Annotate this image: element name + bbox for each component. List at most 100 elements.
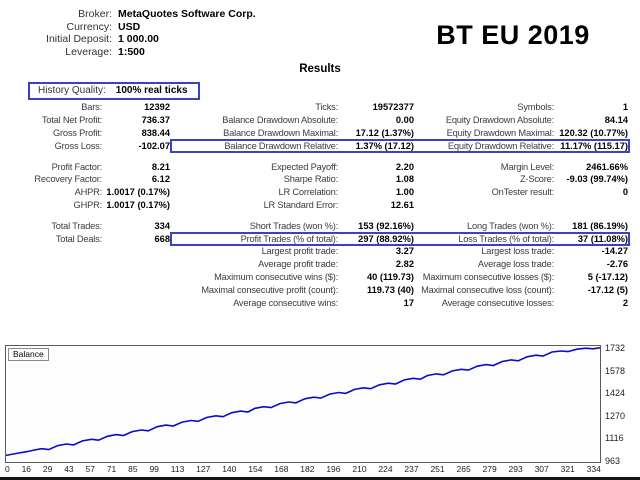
- stat-cell: Expected Payoff: 2.20: [172, 162, 414, 172]
- stat-label: Average consecutive losses:: [441, 297, 554, 308]
- broker-info-row: Broker: MetaQuotes Software Corp.: [0, 8, 640, 21]
- stat-row-mid-right: Short Trades (won %): 153 (92.16%) Long Tr…: [170, 219, 630, 233]
- stat-row-mid-right: Maximum consecutive wins ($): 40 (119.73)…: [170, 270, 630, 284]
- stat-value: -17.12 (5): [587, 284, 628, 295]
- y-axis-tick: 963: [605, 455, 621, 466]
- x-axis-tick: 237: [404, 464, 419, 474]
- broker-info-row: Initial Deposit: 1 000.00: [0, 33, 640, 46]
- stat-cell: AHPR: 1.0017 (0.17%): [10, 187, 170, 197]
- results-section-title: Results: [299, 63, 341, 75]
- stat-value: 119.73 (40): [366, 284, 414, 295]
- stat-value: 1.00: [395, 187, 414, 198]
- x-axis-tick: 224: [378, 464, 393, 474]
- stat-label: Profit Factor:: [51, 161, 103, 172]
- x-axis-tick: 16: [21, 464, 32, 474]
- stat-cell: Maximal consecutive profit (count): 119.7…: [172, 285, 414, 295]
- stat-label: Profit Trades (% of total):: [240, 233, 339, 244]
- highlight-box: Profit Trades (% of total): 297 (88.92%) L…: [170, 231, 630, 246]
- stat-label: Maximal consecutive loss (count):: [421, 284, 554, 295]
- x-axis-tick: 154: [248, 464, 263, 474]
- broker-info-row: Currency: USD: [0, 21, 640, 34]
- broker-info-label: Currency:: [66, 20, 112, 33]
- stat-label: Total Deals:: [55, 233, 102, 244]
- stat-cell: Balance Drawdown Absolute: 0.00: [172, 115, 414, 125]
- x-axis-tick: 140: [222, 464, 237, 474]
- balance-line: [6, 347, 600, 457]
- stat-value: 2.20: [395, 161, 414, 172]
- stat-value: 17: [403, 297, 414, 308]
- stat-row-mid-right: Balance Drawdown Absolute: 0.00 Equity Dra…: [170, 113, 630, 127]
- x-axis-tick: 307: [534, 464, 549, 474]
- report-title: BT EU 2019: [436, 20, 590, 50]
- x-axis-tick: 196: [326, 464, 341, 474]
- stat-cell: Equity Drawdown Maximal: 120.32 (10.77%): [414, 128, 628, 138]
- stat-row: AHPR: 1.0017 (0.17%) LR Correlation: 1.00 On…: [10, 186, 630, 199]
- stat-label: GHPR:: [73, 199, 103, 210]
- stat-row-mid-right: Average profit trade: 2.82 Average loss tr…: [170, 257, 630, 271]
- y-axis-tick: 1424: [605, 388, 626, 399]
- stat-label: Largest profit trade:: [261, 246, 339, 257]
- stat-value: -102.07: [138, 140, 170, 151]
- stat-label: Ticks:: [315, 102, 338, 113]
- stat-row: Gross Loss: -102.07 Balance Drawdown Relat…: [10, 138, 630, 153]
- stat-label: AHPR:: [74, 187, 103, 198]
- x-axis-tick: 57: [85, 464, 95, 474]
- stat-value: 334: [154, 220, 170, 231]
- x-axis-tick: 279: [482, 464, 497, 474]
- stat-row-mid-right: Maximal consecutive profit (count): 119.7…: [170, 283, 630, 297]
- stat-cell: GHPR: 1.0017 (0.17%): [10, 200, 170, 210]
- stat-cell: Gross Loss: -102.07: [10, 141, 170, 151]
- stat-value: 153 (92.16%): [358, 220, 414, 231]
- stat-row-mid-right: Expected Payoff: 2.20 Margin Level: 2461.66…: [170, 160, 630, 174]
- stat-row: Gross Profit: 838.44 Balance Drawdown Maxi…: [10, 127, 630, 140]
- stat-cell: Average consecutive wins: 17: [172, 298, 414, 308]
- x-axis-tick: 182: [300, 464, 315, 474]
- stat-cell: Profit Trades (% of total): 297 (88.92%): [172, 234, 414, 244]
- stat-value: 736.37: [141, 115, 170, 126]
- stat-row-mid-right: LR Correlation: 1.00 OnTester result: 0: [170, 185, 630, 199]
- stat-cell: Loss Trades (% of total): 37 (11.08%): [414, 234, 628, 244]
- history-quality-value: 100% real ticks: [115, 85, 188, 96]
- chart-legend: Balance: [8, 348, 49, 361]
- broker-info-value: USD: [118, 20, 141, 33]
- stat-label: Maximum consecutive wins ($):: [214, 271, 338, 282]
- stat-cell: Profit Factor: 8.21: [10, 162, 170, 172]
- stat-row: Maximal consecutive profit (count): 119.7…: [10, 283, 630, 296]
- stat-value: 0.00: [395, 115, 414, 126]
- chart-y-axis: 963 1116 1270 1424 1578 1732: [601, 343, 635, 466]
- stat-cell: Average profit trade: 2.82: [172, 259, 414, 269]
- stat-label: OnTester result:: [491, 187, 555, 198]
- stat-cell: Total Trades: 334: [10, 221, 170, 231]
- stat-value: 11.17% (115.17): [560, 140, 628, 151]
- y-axis-tick: 1116: [605, 433, 624, 444]
- stat-cell: Equity Drawdown Relative: 11.17% (115.17): [414, 141, 628, 151]
- x-axis-tick: 0: [5, 464, 10, 474]
- stat-row: Bars: 12392 Ticks: 19572377 Symbols: 1: [10, 101, 630, 114]
- stat-row: Largest profit trade: 3.27 Largest loss tr…: [10, 245, 630, 258]
- stat-value: 12.61: [390, 199, 414, 210]
- stat-value: 2461.66%: [586, 161, 628, 172]
- x-axis-tick: 99: [149, 464, 159, 474]
- stat-label: Balance Drawdown Absolute:: [222, 115, 338, 126]
- stat-cell: Balance Drawdown Relative: 1.37% (17.12): [172, 141, 414, 151]
- stat-cell: Average consecutive losses: 2: [414, 298, 628, 308]
- stat-row: Total Net Profit: 736.37 Balance Drawdown …: [10, 114, 630, 127]
- stat-value: 12392: [144, 102, 170, 113]
- stat-value: 120.32 (10.77%): [559, 128, 628, 138]
- stat-cell: Largest profit trade: 3.27: [172, 246, 414, 256]
- stat-cell: Maximum consecutive losses ($): 5 (-17.12…: [414, 272, 628, 282]
- stat-row: Total Trades: 334 Short Trades (won %): 153…: [10, 219, 630, 232]
- stat-row-mid-right: Sharpe Ratio: 1.08 Z-Score: -9.03 (99.74%): [170, 172, 630, 186]
- stat-label: Sharpe Ratio:: [283, 174, 338, 185]
- stat-value: 19572377: [372, 102, 414, 113]
- stat-cell: Total Net Profit: 736.37: [10, 115, 170, 125]
- stat-label: Loss Trades (% of total):: [458, 233, 554, 244]
- stat-label: Symbols:: [517, 102, 554, 113]
- stat-cell: Short Trades (won %): 153 (92.16%): [172, 221, 414, 231]
- stat-label: Equity Drawdown Relative:: [447, 140, 554, 151]
- stat-cell: Recovery Factor: 6.12: [10, 174, 170, 184]
- stat-cell: Symbols: 1: [414, 102, 628, 112]
- stat-value: 1.0017 (0.17%): [106, 187, 170, 198]
- broker-info-block: Broker: MetaQuotes Software Corp. Currency…: [0, 0, 640, 58]
